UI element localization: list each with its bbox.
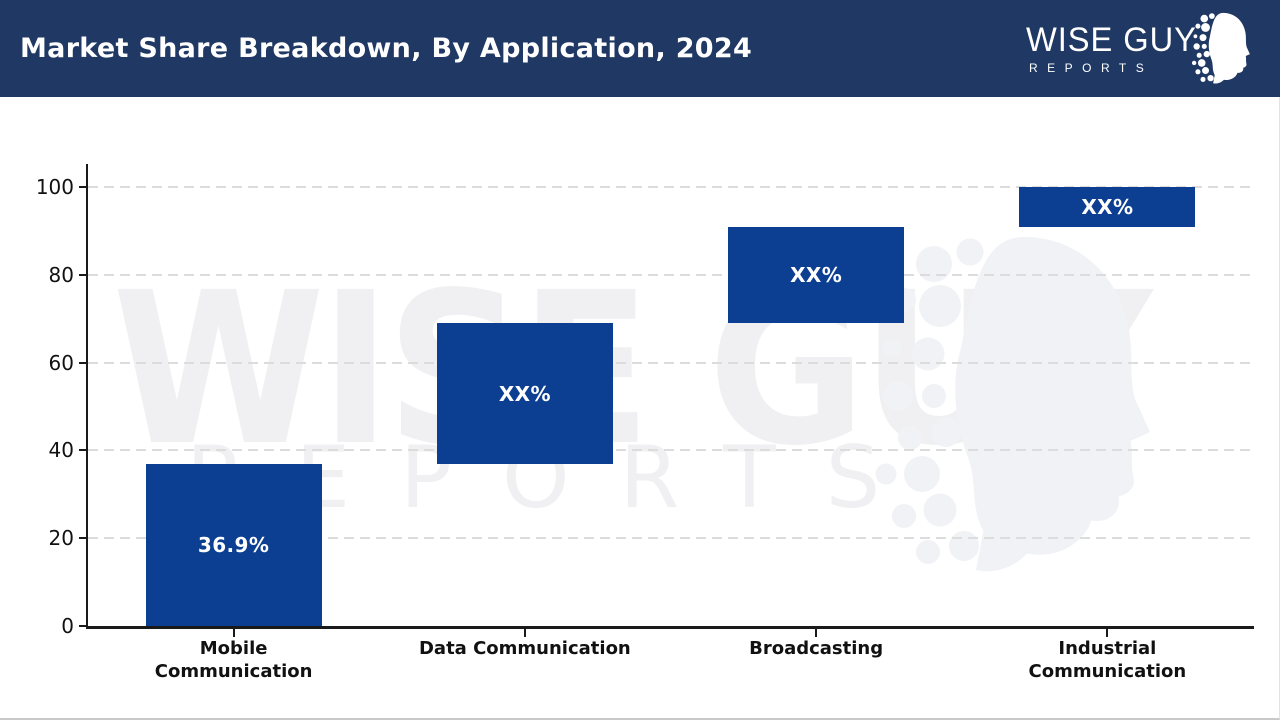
face-profile-icon <box>1191 12 1250 83</box>
gridline-20 <box>88 537 1253 540</box>
y-axis-tick <box>79 625 88 627</box>
chart-area: WISE GUY REPORTS 0 20 40 60 80 100 36.9% Mobile… <box>0 97 1280 718</box>
y-axis-tick <box>79 537 88 540</box>
bar-broadcasting: XX% <box>728 226 905 324</box>
header: Market Share Breakdown, By Application, … <box>0 0 1280 97</box>
y-axis-tick <box>79 273 88 276</box>
gridline-40 <box>88 449 1253 452</box>
y-axis-line <box>86 164 88 629</box>
bar-mobile-communication: 36.9% <box>145 464 322 626</box>
gridline-80 <box>88 273 1253 276</box>
gridline-100 <box>88 186 1253 188</box>
logo-brand-name: WISE GUY <box>1025 20 1197 59</box>
y-axis-tick-label: 40 <box>48 438 74 463</box>
y-axis-tick <box>79 361 88 364</box>
x-axis-category-label: Broadcasting <box>749 638 884 659</box>
y-axis-tick-label: 60 <box>48 350 74 375</box>
y-axis-tick-label: 0 <box>61 614 74 638</box>
bar-industrial-communication: XX% <box>1019 187 1196 227</box>
x-axis-category-label: Industrial Communication <box>1028 638 1187 682</box>
bar-value-label: XX% <box>790 262 843 287</box>
watermark-face-profile-icon <box>875 237 1150 572</box>
y-axis-tick <box>79 449 88 452</box>
chart-title: Market Share Breakdown, By Application, … <box>20 33 753 64</box>
y-axis-tick-label: 20 <box>48 526 74 551</box>
bar-value-label: XX% <box>1081 194 1134 219</box>
x-axis-category-label: Mobile Communication <box>154 638 313 682</box>
x-axis-category-label: Data Communication <box>418 638 631 659</box>
gridline-60 <box>88 361 1253 364</box>
x-axis-tick <box>232 628 235 637</box>
y-axis-tick <box>79 186 88 188</box>
x-axis-tick <box>1106 628 1109 637</box>
logo-brand-subtitle: REPORTS <box>1028 60 1154 75</box>
logo-text: WISE GUY REPORTS <box>1026 23 1204 75</box>
bar-value-label: XX% <box>498 381 551 406</box>
wise-guy-logo: WISE GUY REPORTS <box>1026 11 1254 87</box>
bar-value-label: 36.9% <box>197 532 270 557</box>
y-axis-tick-label: 80 <box>48 262 74 287</box>
y-axis-tick-label: 100 <box>35 175 74 199</box>
x-axis-tick <box>815 628 818 637</box>
x-axis-line <box>86 626 1254 629</box>
x-axis-tick <box>523 628 526 637</box>
bar-data-communication: XX% <box>436 323 613 464</box>
